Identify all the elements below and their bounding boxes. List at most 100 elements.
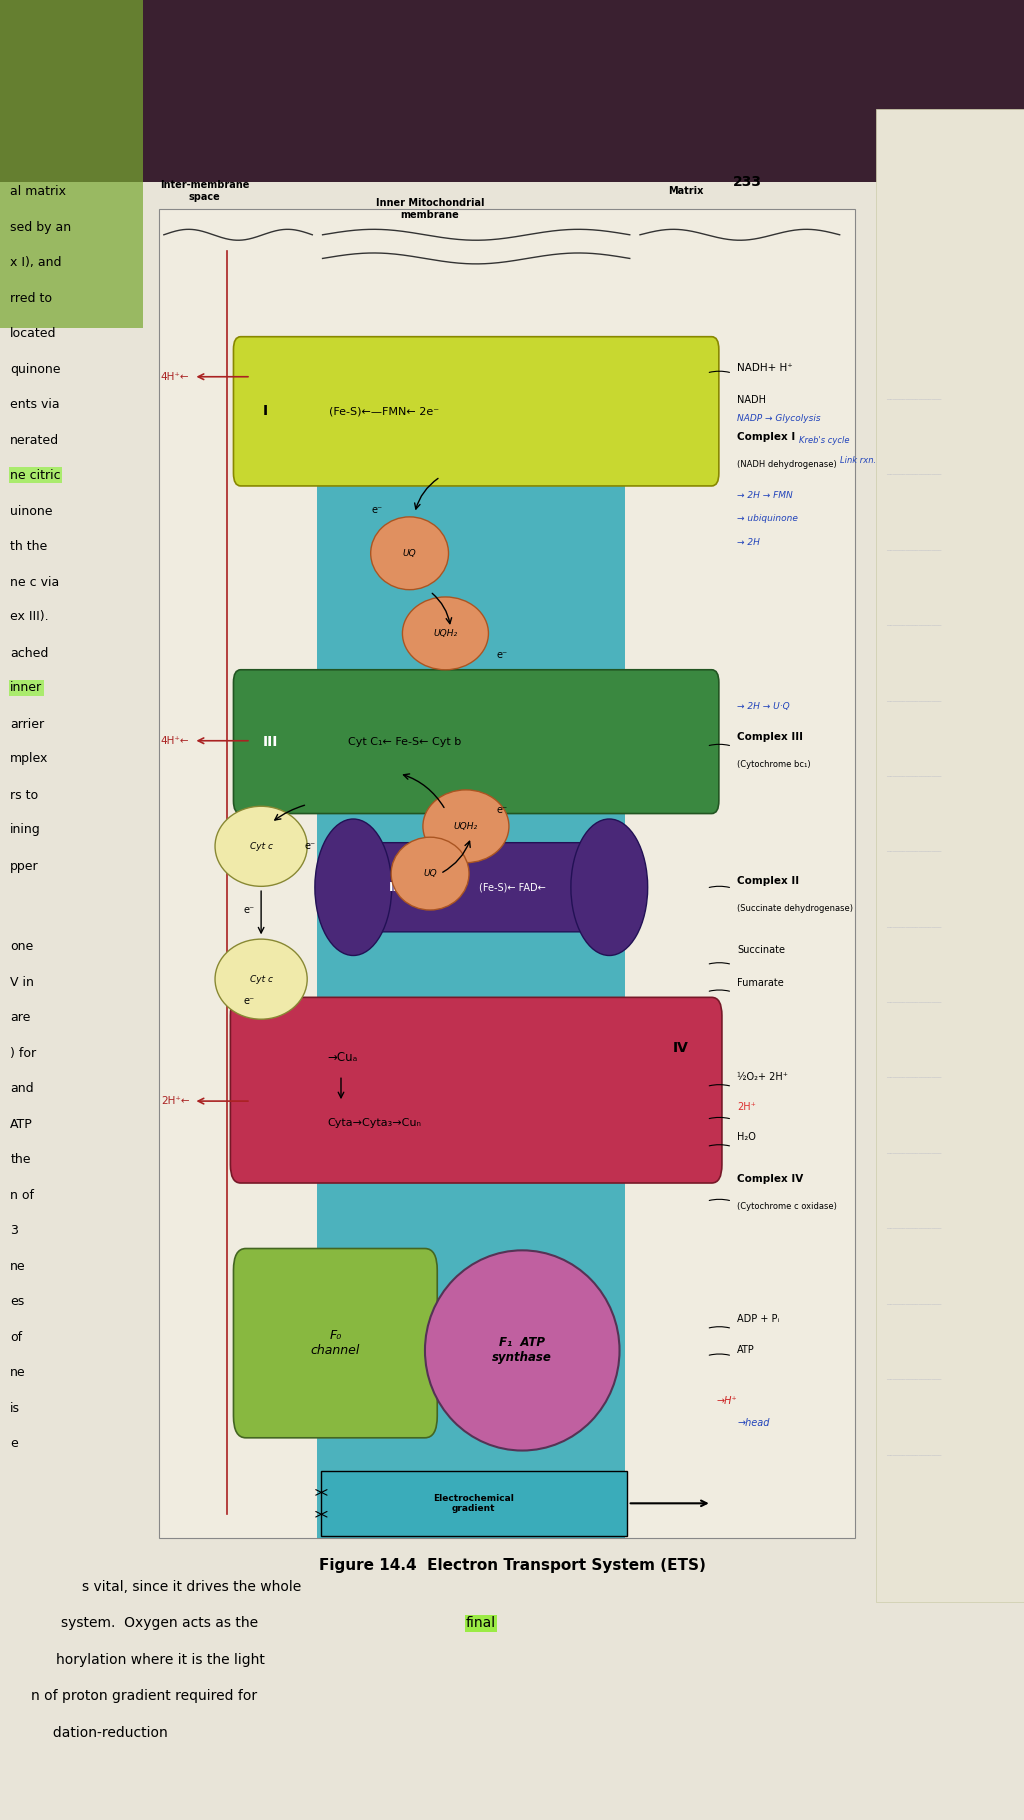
Text: (Fe-S)←—FMN← 2e⁻: (Fe-S)←—FMN← 2e⁻ [329, 406, 439, 417]
FancyBboxPatch shape [321, 1471, 627, 1536]
Text: Inter-membrane
space: Inter-membrane space [160, 180, 250, 202]
Text: 233: 233 [733, 175, 762, 189]
Text: ATP: ATP [10, 1117, 33, 1132]
Text: es: es [10, 1294, 25, 1309]
Text: and: and [10, 1081, 34, 1096]
Text: Matrix: Matrix [669, 186, 703, 197]
Text: quinone: quinone [10, 362, 60, 377]
Text: →head: →head [737, 1418, 770, 1429]
Text: ─────────────────: ───────────────── [886, 624, 941, 630]
Text: horylation where it is the light: horylation where it is the light [56, 1653, 265, 1667]
Text: F₁  ATP
synthase: F₁ ATP synthase [493, 1336, 552, 1365]
Text: the: the [10, 1152, 31, 1167]
Text: ne: ne [10, 1259, 26, 1274]
Text: (Cytochrome c oxidase): (Cytochrome c oxidase) [737, 1203, 838, 1210]
Text: UQ: UQ [402, 550, 417, 557]
Text: ining: ining [10, 823, 41, 837]
Text: Complex II: Complex II [737, 875, 800, 886]
Text: →Cuₐ: →Cuₐ [328, 1050, 358, 1065]
Text: e⁻: e⁻ [244, 905, 254, 915]
Ellipse shape [215, 806, 307, 886]
Text: ) for: ) for [10, 1046, 37, 1061]
Text: ents via: ents via [10, 397, 59, 411]
Text: Figure 14.4  Electron Transport System (ETS): Figure 14.4 Electron Transport System (E… [318, 1558, 706, 1572]
Text: → 2H → FMN: → 2H → FMN [737, 491, 793, 499]
Text: arrier: arrier [10, 717, 44, 732]
Text: Fumarate: Fumarate [737, 977, 784, 988]
Text: (NADH dehydrogenase): (NADH dehydrogenase) [737, 460, 837, 468]
Text: rred to: rred to [10, 291, 52, 306]
Text: Link rxn.: Link rxn. [840, 457, 876, 464]
Text: F₀
channel: F₀ channel [310, 1329, 360, 1358]
Text: e⁻: e⁻ [497, 804, 507, 815]
Text: th the: th the [10, 539, 47, 553]
Text: n of proton gradient required for: n of proton gradient required for [31, 1689, 257, 1704]
Text: (Fe-S)← FAD←: (Fe-S)← FAD← [478, 883, 546, 892]
Text: Succinate: Succinate [737, 945, 785, 956]
Text: of: of [10, 1330, 23, 1345]
Text: dation-reduction: dation-reduction [31, 1725, 168, 1740]
Text: NADP → Glycolysis: NADP → Glycolysis [737, 415, 821, 422]
FancyBboxPatch shape [159, 209, 855, 1538]
Text: Complex III: Complex III [737, 732, 803, 743]
Text: ─────────────────: ───────────────── [886, 399, 941, 402]
Text: → 2H: → 2H [737, 539, 760, 546]
Text: Cyt C₁← Fe-S← Cyt b: Cyt C₁← Fe-S← Cyt b [348, 737, 461, 746]
FancyBboxPatch shape [0, 0, 143, 328]
Text: UQ: UQ [423, 870, 437, 877]
Text: x I), and: x I), and [10, 255, 61, 269]
Text: ─────────────────: ───────────────── [886, 548, 941, 553]
Text: e⁻: e⁻ [497, 650, 507, 661]
Text: (Succinate dehydrogenase): (Succinate dehydrogenase) [737, 905, 853, 912]
Ellipse shape [402, 597, 488, 670]
FancyBboxPatch shape [876, 109, 1024, 1602]
Text: →H⁺: →H⁺ [717, 1396, 737, 1407]
Text: ex III).: ex III). [10, 610, 49, 624]
Text: III: III [263, 735, 279, 748]
Text: n of: n of [10, 1188, 34, 1203]
Text: is: is [10, 1401, 20, 1416]
Text: Kreb's cycle: Kreb's cycle [799, 437, 849, 444]
Text: UQH₂: UQH₂ [454, 823, 478, 830]
Ellipse shape [215, 939, 307, 1019]
Text: ─────────────────: ───────────────── [886, 473, 941, 479]
Text: ─────────────────: ───────────────── [886, 699, 941, 704]
Text: e⁻: e⁻ [305, 841, 315, 852]
Text: 4H⁺←: 4H⁺← [161, 371, 189, 382]
Text: ─────────────────: ───────────────── [886, 1454, 941, 1458]
Text: e⁻: e⁻ [244, 996, 254, 1006]
Ellipse shape [315, 819, 391, 956]
Text: I: I [263, 404, 268, 419]
Text: mplex: mplex [10, 752, 48, 766]
Text: located: located [10, 326, 56, 340]
Text: NADH: NADH [737, 395, 766, 406]
Text: ─────────────────: ───────────────── [886, 1076, 941, 1081]
Text: ½O₂+ 2H⁺: ½O₂+ 2H⁺ [737, 1072, 788, 1083]
Text: NADH+ H⁺: NADH+ H⁺ [737, 362, 793, 373]
Ellipse shape [425, 1250, 620, 1451]
Text: ─────────────────: ───────────────── [886, 850, 941, 855]
Text: s vital, since it drives the whole: s vital, since it drives the whole [82, 1580, 301, 1594]
FancyBboxPatch shape [0, 0, 1024, 182]
Text: → 2H → U·Q: → 2H → U·Q [737, 703, 791, 710]
FancyBboxPatch shape [344, 843, 618, 932]
Text: ─────────────────: ───────────────── [886, 1303, 941, 1309]
Ellipse shape [391, 837, 469, 910]
Text: ─────────────────: ───────────────── [886, 1152, 941, 1158]
FancyBboxPatch shape [230, 997, 722, 1183]
Text: sed by an: sed by an [10, 220, 72, 235]
Text: nerated: nerated [10, 433, 59, 448]
Text: V in: V in [10, 976, 34, 990]
Text: e: e [10, 1436, 18, 1451]
Text: 2H⁺: 2H⁺ [737, 1101, 756, 1112]
Text: ─────────────────: ───────────────── [886, 775, 941, 781]
FancyBboxPatch shape [233, 670, 719, 814]
Text: system.  Oxygen acts as the: system. Oxygen acts as the [61, 1616, 263, 1631]
Text: H₂O: H₂O [737, 1132, 756, 1143]
Text: UQH₂: UQH₂ [433, 630, 458, 637]
Text: (Cytochrome bc₁): (Cytochrome bc₁) [737, 761, 811, 768]
Text: ADP + Pᵢ: ADP + Pᵢ [737, 1314, 779, 1325]
Text: II: II [389, 881, 398, 894]
Text: ─────────────────: ───────────────── [886, 1378, 941, 1383]
Text: ─────────────────: ───────────────── [886, 1227, 941, 1232]
